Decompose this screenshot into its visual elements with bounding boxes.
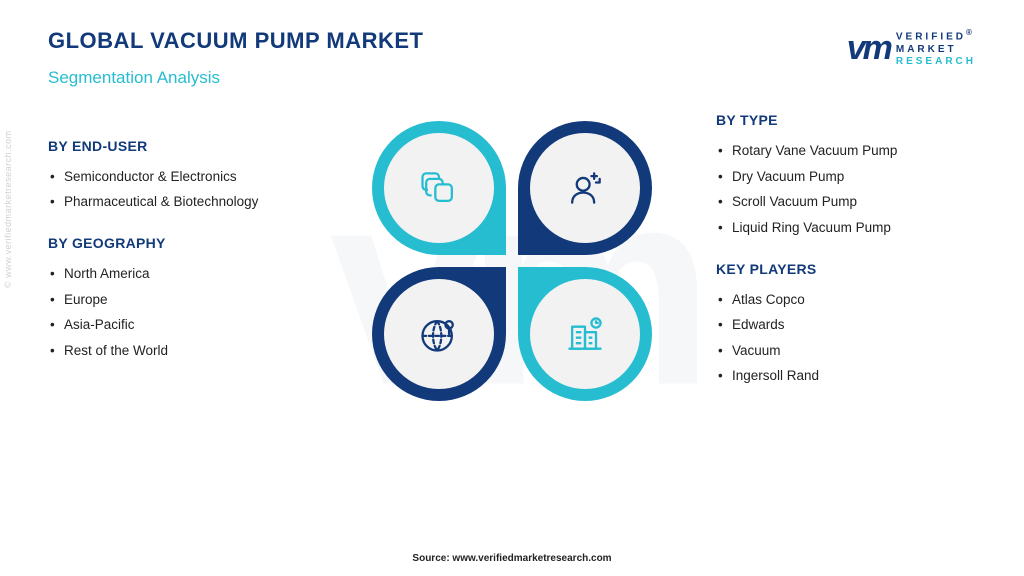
list-item: North America xyxy=(48,261,308,287)
segment-end-user: BY END-USER Semiconductor & Electronics … xyxy=(48,138,308,215)
segment-list: Rotary Vane Vacuum Pump Dry Vacuum Pump … xyxy=(716,138,976,241)
segment-type: BY TYPE Rotary Vane Vacuum Pump Dry Vacu… xyxy=(716,112,976,241)
segment-title: BY END-USER xyxy=(48,138,308,154)
segment-list: Semiconductor & Electronics Pharmaceutic… xyxy=(48,164,308,215)
list-item: Rotary Vane Vacuum Pump xyxy=(716,138,976,164)
segment-title: KEY PLAYERS xyxy=(716,261,976,277)
logo-line2: MARKET xyxy=(896,44,957,55)
petal-inner xyxy=(384,133,494,243)
list-item: Semiconductor & Electronics xyxy=(48,164,308,190)
user-icon xyxy=(563,166,607,210)
list-item: Scroll Vacuum Pump xyxy=(716,189,976,215)
segment-key-players: KEY PLAYERS Atlas Copco Edwards Vacuum I… xyxy=(716,261,976,390)
logo-line1: VERIFIED xyxy=(896,31,966,42)
petal-inner xyxy=(530,133,640,243)
list-item: Atlas Copco xyxy=(716,287,976,313)
logo-text: VERIFIED® MARKET RESEARCH xyxy=(896,28,976,69)
list-item: Edwards xyxy=(716,312,976,338)
list-item: Vacuum xyxy=(716,338,976,364)
segment-list: North America Europe Asia-Pacific Rest o… xyxy=(48,261,308,364)
title-block: GLOBAL VACUUM PUMP MARKET Segmentation A… xyxy=(48,28,424,88)
logo-line3: RESEARCH xyxy=(896,56,976,67)
logo-mark: vm xyxy=(847,29,890,68)
petal-type xyxy=(518,121,652,255)
segment-title: BY GEOGRAPHY xyxy=(48,235,308,251)
right-column: BY TYPE Rotary Vane Vacuum Pump Dry Vacu… xyxy=(716,112,976,409)
petal-end-user xyxy=(372,121,506,255)
petal-key-players xyxy=(518,267,652,401)
stack-icon xyxy=(417,166,461,210)
petal-inner xyxy=(384,279,494,389)
page-title: GLOBAL VACUUM PUMP MARKET xyxy=(48,28,424,54)
buildings-icon xyxy=(563,312,607,356)
list-item: Dry Vacuum Pump xyxy=(716,164,976,190)
center-graphic xyxy=(372,121,652,401)
page-subtitle: Segmentation Analysis xyxy=(48,68,424,88)
list-item: Liquid Ring Vacuum Pump xyxy=(716,215,976,241)
registered-icon: ® xyxy=(966,28,975,37)
list-item: Rest of the World xyxy=(48,338,308,364)
globe-icon xyxy=(417,312,461,356)
left-column: BY END-USER Semiconductor & Electronics … xyxy=(48,138,308,384)
logo: vm VERIFIED® MARKET RESEARCH xyxy=(847,28,976,69)
source-text: Source: www.verifiedmarketresearch.com xyxy=(412,553,611,564)
segment-list: Atlas Copco Edwards Vacuum Ingersoll Ran… xyxy=(716,287,976,390)
container: GLOBAL VACUUM PUMP MARKET Segmentation A… xyxy=(0,0,1024,576)
list-item: Europe xyxy=(48,287,308,313)
content: BY END-USER Semiconductor & Electronics … xyxy=(48,112,976,409)
header: GLOBAL VACUUM PUMP MARKET Segmentation A… xyxy=(48,28,976,88)
list-item: Pharmaceutical & Biotechnology xyxy=(48,189,308,215)
petal-inner xyxy=(530,279,640,389)
segment-geography: BY GEOGRAPHY North America Europe Asia-P… xyxy=(48,235,308,364)
list-item: Asia-Pacific xyxy=(48,312,308,338)
list-item: Ingersoll Rand xyxy=(716,363,976,389)
segment-title: BY TYPE xyxy=(716,112,976,128)
petal-geography xyxy=(372,267,506,401)
